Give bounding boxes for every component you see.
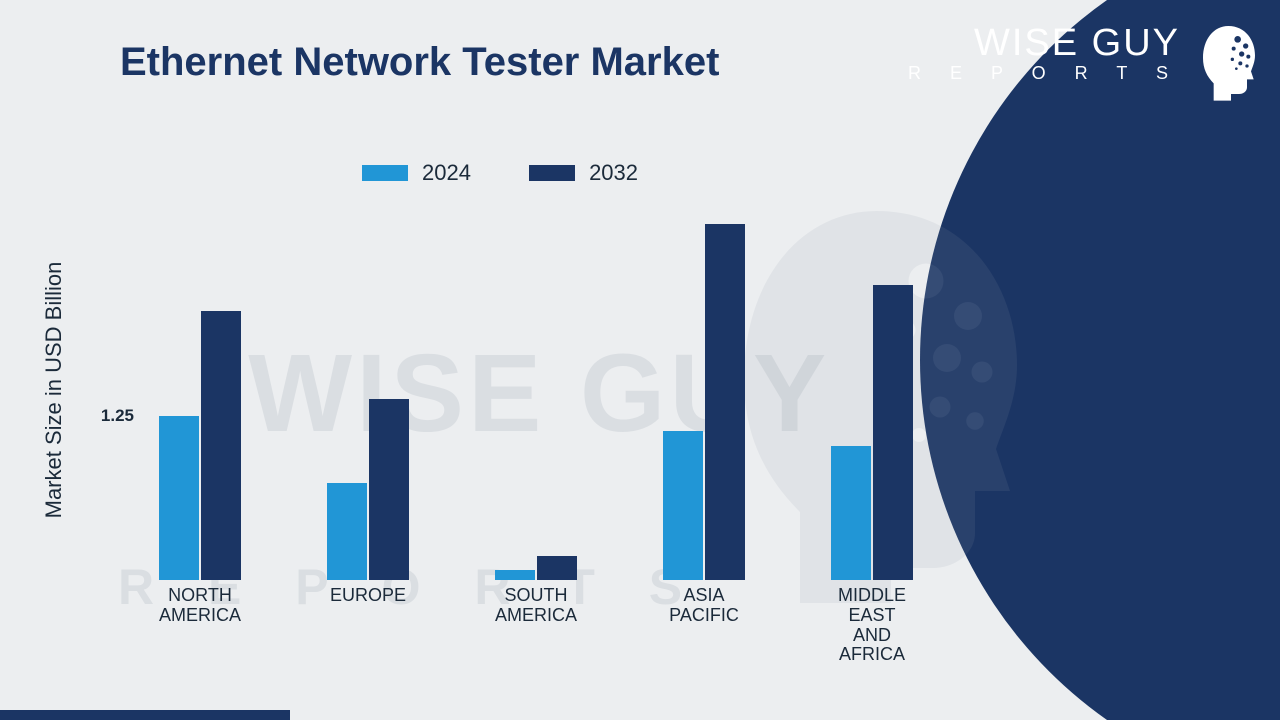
bar-group: SOUTH AMERICA (476, 556, 596, 580)
bar-2032 (873, 285, 913, 580)
legend: 2024 2032 (0, 160, 1000, 187)
category-label: MIDDLE EAST AND AFRICA (802, 586, 942, 665)
bar-2032 (201, 311, 241, 580)
category-label: EUROPE (298, 586, 438, 606)
bar-2032 (705, 224, 745, 580)
chart-area: 1.25 NORTH AMERICA EUROPE SOUTH AMERICA ASI… (100, 200, 1000, 580)
bar-2032 (369, 399, 409, 580)
logo-head-icon (1192, 22, 1262, 102)
chart-title: Ethernet Network Tester Market (120, 40, 719, 85)
bar-group: NORTH AMERICA (140, 311, 260, 580)
legend-label-2024: 2024 (422, 160, 471, 186)
legend-item-2032: 2032 (529, 160, 638, 186)
footer-accent-bar (0, 710, 290, 720)
y-axis-label: Market Size in USD Billion (41, 262, 67, 519)
bar-group: MIDDLE EAST AND AFRICA (812, 285, 932, 580)
logo-line1: WISE GUY (908, 22, 1180, 65)
category-label: NORTH AMERICA (130, 586, 270, 626)
logo-line2: R E P O R T S (908, 63, 1180, 84)
bar-2024 (831, 446, 871, 580)
plot-area: 1.25 NORTH AMERICAEUROPESOUTH AMERICAASI… (140, 200, 980, 580)
bar-group: ASIA PACIFIC (644, 224, 764, 580)
legend-label-2032: 2032 (589, 160, 638, 186)
legend-swatch-2024 (362, 165, 408, 181)
category-label: SOUTH AMERICA (466, 586, 606, 626)
y-tick-label: 1.25 (101, 406, 134, 426)
legend-swatch-2032 (529, 165, 575, 181)
bar-2024 (159, 416, 199, 580)
bar-group: EUROPE (308, 399, 428, 580)
brand-logo: WISE GUY R E P O R T S (908, 22, 1180, 84)
bar-2032 (537, 556, 577, 580)
category-label: ASIA PACIFIC (634, 586, 774, 626)
chart-canvas: WISE GUY R E P O R T S WISE GUY R E P O … (0, 0, 1280, 720)
bar-2024 (663, 431, 703, 580)
legend-item-2024: 2024 (362, 160, 471, 186)
bar-2024 (495, 570, 535, 580)
bar-2024 (327, 483, 367, 580)
